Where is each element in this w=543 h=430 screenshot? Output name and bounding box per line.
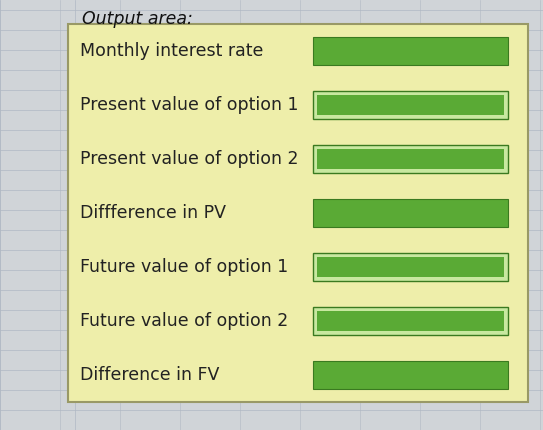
Bar bbox=[313, 145, 508, 173]
Bar bbox=[68, 24, 528, 402]
Bar bbox=[317, 311, 504, 331]
Bar bbox=[317, 257, 504, 277]
Bar bbox=[313, 91, 508, 119]
Bar bbox=[317, 95, 504, 115]
Text: Difference in FV: Difference in FV bbox=[80, 366, 219, 384]
Bar bbox=[313, 199, 508, 227]
Bar bbox=[313, 37, 508, 65]
Bar bbox=[313, 253, 508, 281]
Text: Present value of option 2: Present value of option 2 bbox=[80, 150, 299, 168]
Bar bbox=[313, 361, 508, 389]
Bar bbox=[317, 149, 504, 169]
Text: Monthly interest rate: Monthly interest rate bbox=[80, 42, 263, 60]
Text: Future value of option 1: Future value of option 1 bbox=[80, 258, 288, 276]
Text: Diffference in PV: Diffference in PV bbox=[80, 204, 226, 222]
Bar bbox=[313, 307, 508, 335]
Text: Output area:: Output area: bbox=[82, 10, 193, 28]
Text: Present value of option 1: Present value of option 1 bbox=[80, 96, 299, 114]
Text: Future value of option 2: Future value of option 2 bbox=[80, 312, 288, 330]
